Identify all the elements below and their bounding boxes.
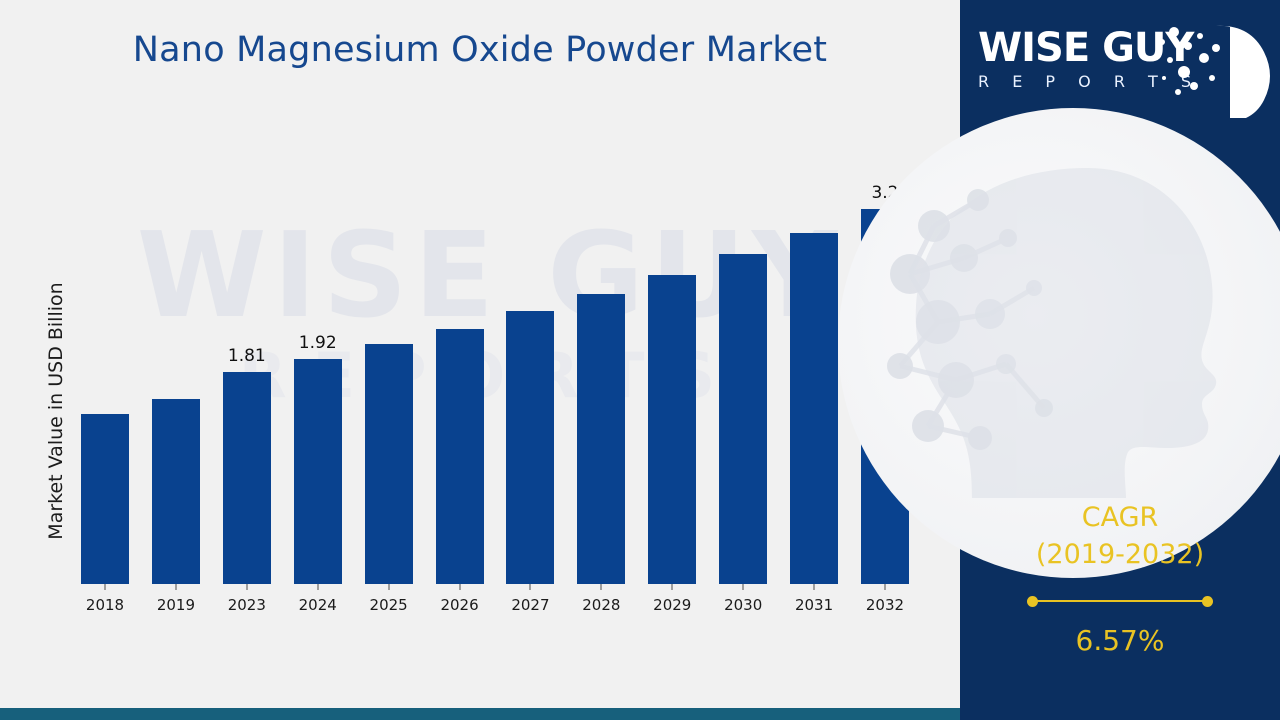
logo-tagline: R E P O R T S bbox=[978, 72, 1201, 91]
cagr-divider bbox=[1027, 596, 1213, 607]
x-axis-tick-2032: 2032 bbox=[850, 584, 920, 624]
logo-wordmark: WISE GUY bbox=[978, 25, 1194, 71]
bar-2030[interactable] bbox=[719, 254, 768, 584]
bar-series: 1.81 1.92 3.2 bbox=[70, 180, 920, 584]
x-axis-tick-label: 2027 bbox=[511, 596, 550, 614]
tick-mark bbox=[529, 584, 531, 590]
bar-2024[interactable] bbox=[293, 359, 342, 584]
x-axis-tick-2018: 2018 bbox=[70, 584, 140, 624]
bar-value-label: 1.81 bbox=[227, 346, 266, 366]
tick-mark bbox=[459, 584, 461, 590]
bottom-accent-strip bbox=[0, 708, 960, 720]
bar-slot bbox=[779, 180, 849, 584]
x-axis-tick-2025: 2025 bbox=[354, 584, 424, 624]
wiseguy-logo: WISE GUY R E P O R T S bbox=[978, 25, 1270, 118]
bar-slot bbox=[70, 180, 140, 584]
bar-slot: 1.92 bbox=[283, 180, 353, 584]
tick-mark bbox=[742, 584, 744, 590]
bar-2023[interactable] bbox=[222, 372, 271, 584]
bar-2025[interactable] bbox=[364, 344, 413, 584]
x-axis-tick-label: 2030 bbox=[724, 596, 763, 614]
cagr-period: (2019-2032) bbox=[1035, 539, 1205, 570]
bar-value-label: 1.92 bbox=[298, 333, 337, 353]
bar-slot bbox=[425, 180, 495, 584]
x-axis-tick-2024: 2024 bbox=[283, 584, 353, 624]
bar-slot bbox=[141, 180, 211, 584]
x-axis-tick-label: 2032 bbox=[865, 596, 905, 614]
tick-mark bbox=[388, 584, 390, 590]
bar-2031[interactable] bbox=[790, 233, 839, 584]
bar-2028[interactable] bbox=[577, 294, 626, 584]
divider-dot-right-icon bbox=[1202, 596, 1213, 607]
x-axis-tick-2029: 2029 bbox=[637, 584, 707, 624]
x-axis-tick-2026: 2026 bbox=[425, 584, 495, 624]
bar-slot: 1.81 bbox=[212, 180, 282, 584]
x-axis-tick-2019: 2019 bbox=[141, 584, 211, 624]
bar-slot bbox=[637, 180, 707, 584]
divider-dot-left-icon bbox=[1027, 596, 1038, 607]
tick-mark bbox=[175, 584, 177, 590]
tick-mark bbox=[600, 584, 602, 590]
bar-chart-plot-area: 1.81 1.92 3.2 bbox=[70, 180, 920, 584]
logo-dot-cluster-icon bbox=[1159, 25, 1270, 118]
bar-2026[interactable] bbox=[435, 329, 484, 584]
x-axis-tick-label: 2025 bbox=[369, 596, 408, 614]
x-axis-tick-label: 2018 bbox=[85, 596, 125, 614]
x-axis-tick-label: 2026 bbox=[440, 596, 479, 614]
x-axis-tick-2028: 2028 bbox=[566, 584, 636, 624]
tick-mark bbox=[813, 584, 815, 590]
bar-slot bbox=[354, 180, 424, 584]
cagr-value: 6.57% bbox=[1075, 624, 1165, 657]
bar-slot bbox=[495, 180, 565, 584]
bar-2018[interactable] bbox=[81, 414, 129, 584]
bar-slot bbox=[708, 180, 778, 584]
x-axis-tick-label: 2019 bbox=[156, 596, 195, 614]
y-axis-label: Market Value in USD Billion bbox=[45, 282, 67, 540]
cagr-title: CAGR bbox=[1081, 502, 1159, 533]
divider-line bbox=[1033, 600, 1207, 602]
tick-mark bbox=[104, 584, 106, 590]
bar-2019[interactable] bbox=[151, 399, 200, 584]
cagr-block: CAGR (2019-2032) 6.57% bbox=[960, 500, 1280, 658]
x-axis-tick-2031: 2031 bbox=[779, 584, 849, 624]
x-axis-tick-2027: 2027 bbox=[495, 584, 565, 624]
bar-2029[interactable] bbox=[648, 275, 697, 584]
x-axis: 2018 2019 2023 2024 2025 2026 2027 2028 2029 2030… bbox=[70, 584, 920, 624]
circular-graphic bbox=[838, 108, 1280, 578]
x-axis-tick-2023: 2023 bbox=[212, 584, 282, 624]
bar-2027[interactable] bbox=[506, 311, 555, 584]
x-axis-tick-label: 2028 bbox=[582, 596, 621, 614]
page-title: Nano Magnesium Oxide Powder Market bbox=[132, 30, 828, 70]
x-axis-tick-label: 2023 bbox=[227, 596, 266, 614]
bar-slot bbox=[566, 180, 636, 584]
tick-mark bbox=[317, 584, 319, 590]
head-network-icon bbox=[887, 168, 1217, 498]
tick-mark bbox=[884, 584, 886, 590]
x-axis-tick-2030: 2030 bbox=[708, 584, 778, 624]
tick-mark bbox=[671, 584, 673, 590]
x-axis-tick-label: 2029 bbox=[653, 596, 692, 614]
x-axis-tick-label: 2031 bbox=[794, 596, 834, 614]
x-axis-tick-label: 2024 bbox=[298, 596, 337, 614]
tick-mark bbox=[246, 584, 248, 590]
